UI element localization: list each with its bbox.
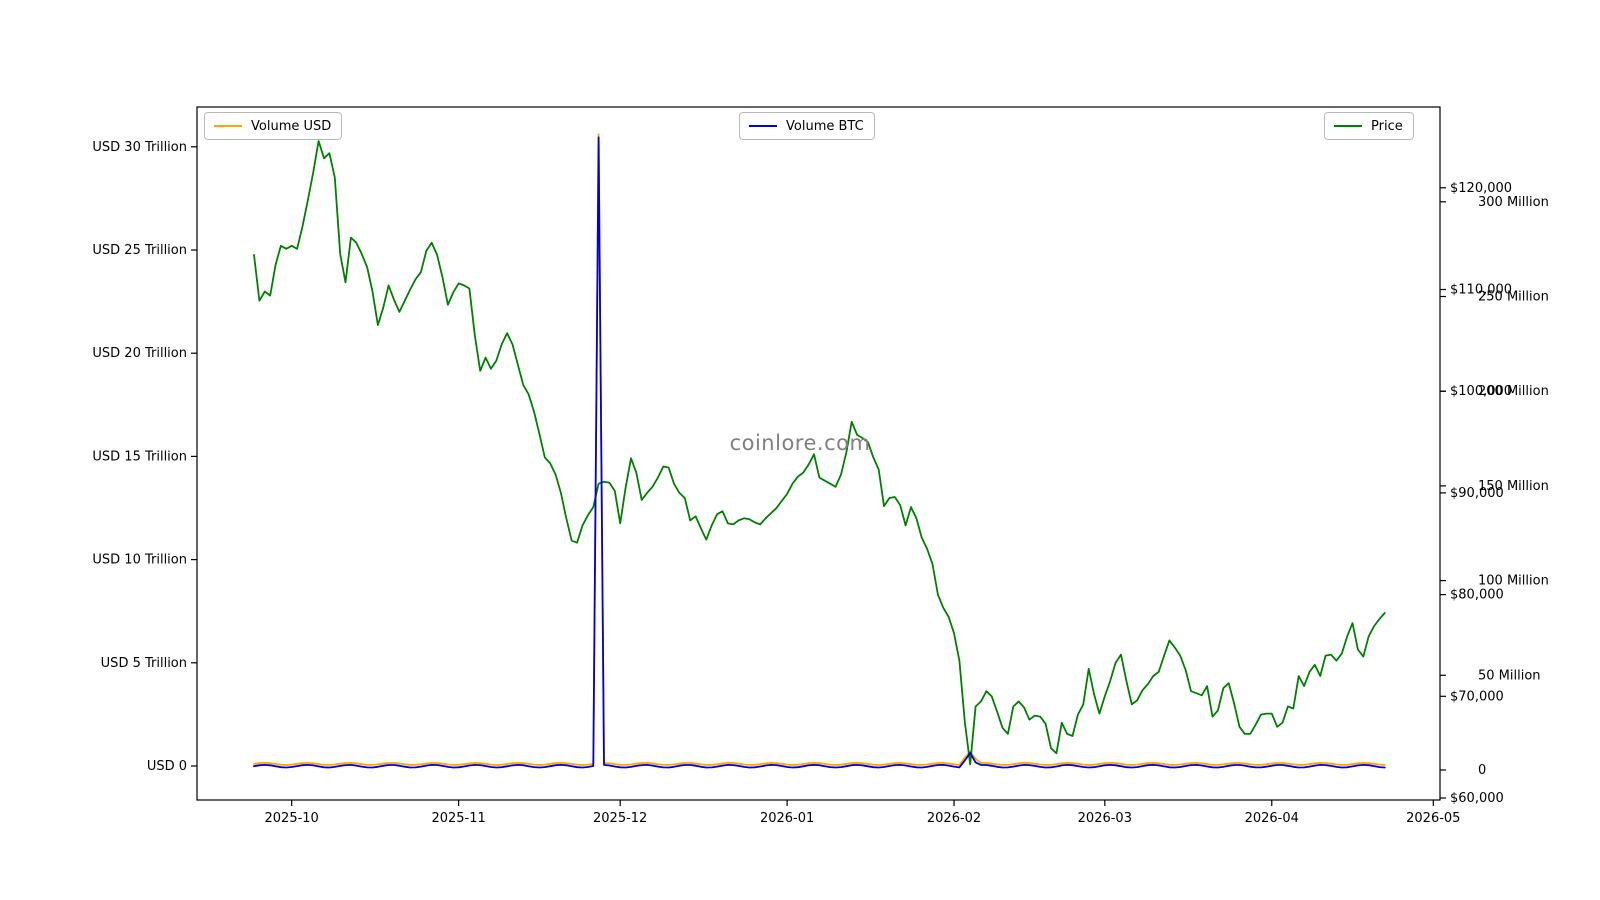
y-right-volume-tick-label: 0 — [1478, 763, 1486, 778]
legend-volume-usd-label: Volume USD — [251, 118, 332, 134]
x-tick-label: 2025-11 — [431, 811, 485, 826]
y-left-tick-label: USD 25 Trillion — [92, 243, 187, 258]
y-left-tick-label: USD 15 Trillion — [92, 449, 187, 464]
series-line-volume-usd — [253, 133, 1386, 766]
y-right-volume-tick-label: 300 Million — [1478, 195, 1549, 210]
x-tick-label: 2026-05 — [1406, 811, 1460, 826]
x-tick-label: 2026-04 — [1245, 811, 1299, 826]
legend-volume-usd: Volume USD — [204, 112, 343, 140]
y-right-price-tick-label: $100,000 — [1450, 384, 1512, 399]
y-right-price-tick-label: $120,000 — [1450, 181, 1512, 196]
y-left-tick-label: USD 10 Trillion — [92, 553, 187, 568]
plot-border — [196, 106, 1441, 801]
legend-price-label: Price — [1371, 118, 1403, 134]
y-left-tick-label: USD 0 — [147, 759, 187, 774]
y-right-volume-tick-label: 250 Million — [1478, 290, 1549, 305]
series-line-price — [253, 140, 1386, 766]
x-tick-label: 2025-10 — [265, 811, 319, 826]
y-right-price-tick-label: $80,000 — [1450, 588, 1504, 603]
y-right-price-tick-label: $110,000 — [1450, 283, 1512, 298]
y-right-volume-tick-label: 150 Million — [1478, 479, 1549, 494]
legend-volume-btc: Volume BTC — [739, 112, 875, 140]
y-right-volume-tick-label: 100 Million — [1478, 574, 1549, 589]
x-tick-label: 2025-12 — [593, 811, 647, 826]
x-tick-label: 2026-03 — [1078, 811, 1132, 826]
volume-btc-line-swatch — [749, 125, 777, 127]
volume-usd-line-swatch — [214, 125, 242, 127]
x-tick-label: 2026-02 — [927, 811, 981, 826]
x-tick-label: 2026-01 — [760, 811, 814, 826]
y-right-volume-tick-label: 50 Million — [1478, 668, 1541, 683]
y-left-tick-label: USD 20 Trillion — [92, 346, 187, 361]
y-right-price-tick-label: $90,000 — [1450, 486, 1504, 501]
legend-price: Price — [1324, 112, 1414, 140]
legend-volume-btc-label: Volume BTC — [786, 118, 864, 134]
price-line-swatch — [1334, 125, 1362, 127]
series-line-volume-btc — [253, 136, 1386, 769]
y-right-price-tick-label: $60,000 — [1450, 791, 1504, 806]
y-left-tick-label: USD 5 Trillion — [101, 656, 187, 671]
y-right-price-tick-label: $70,000 — [1450, 689, 1504, 704]
watermark: coinlore.com — [729, 431, 871, 455]
y-left-tick-label: USD 30 Trillion — [92, 140, 187, 155]
y-right-volume-tick-label: 200 Million — [1478, 384, 1549, 399]
